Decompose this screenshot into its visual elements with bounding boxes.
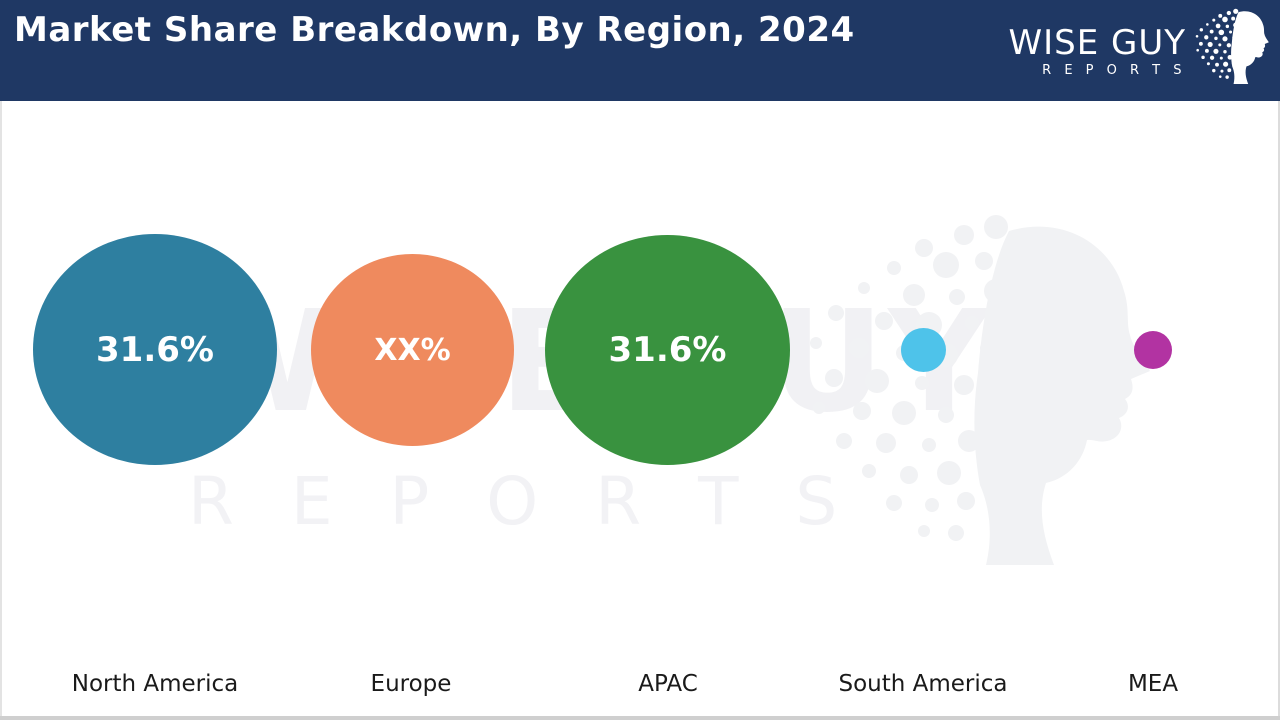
chart-area: WISE GUY R E P O R T S 31.6% XX% 31.6% N… (0, 101, 1280, 720)
logo-face-icon (1188, 8, 1274, 86)
header-bar: Market Share Breakdown, By Region, 2024 … (0, 0, 1280, 101)
category-label-mea: MEA (1127, 671, 1179, 697)
bubble-value-label: XX% (374, 332, 451, 368)
bubble-europe: XX% (311, 254, 514, 446)
category-label-europe: Europe (370, 671, 452, 697)
bubble-south-america (901, 328, 946, 372)
category-label-north-america: North America (71, 671, 239, 697)
bubble-apac: 31.6% (545, 235, 790, 465)
bubble-mea (1134, 331, 1172, 369)
page-title: Market Share Breakdown, By Region, 2024 (14, 10, 855, 50)
logo-tagline: R E P O R T S (1042, 63, 1186, 78)
bubble-north-america: 31.6% (33, 234, 277, 465)
bubble-value-label: 31.6% (96, 329, 214, 370)
logo-name: WISE GUY (1008, 23, 1186, 63)
logo-text: WISE GUY R E P O R T S (1008, 26, 1186, 78)
wiseguy-logo: WISE GUY R E P O R T S (1008, 0, 1280, 86)
watermark-face-icon (774, 213, 1174, 573)
bottom-border-bar (0, 716, 1280, 720)
category-label-south-america: South America (838, 671, 1008, 697)
bubble-value-label: 31.6% (608, 330, 727, 370)
watermark-tagline: R E P O R T S (188, 463, 856, 540)
category-label-apac: APAC (638, 671, 698, 697)
